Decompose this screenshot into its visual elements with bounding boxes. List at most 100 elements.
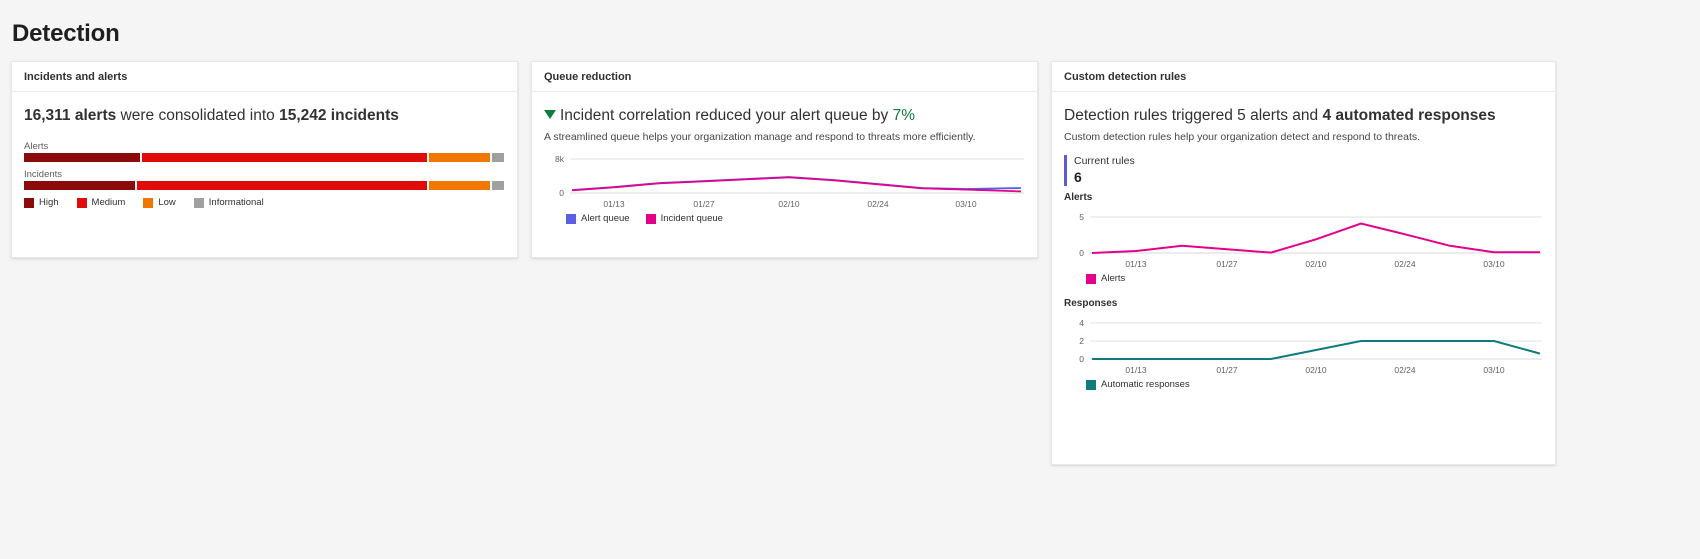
legend-label: Automatic responses [1101,379,1190,391]
chart-custom-rule-alerts[interactable]: 5 0 01/13 01/27 02/10 02/24 03/10 Alerts [1064,209,1543,284]
bar-segment-low[interactable] [428,153,491,163]
custom-rule-responses-svg[interactable]: 4 2 0 01/13 01/27 02/10 02/24 03/10 [1064,315,1542,377]
legend-swatch-alert-queue-icon [566,213,576,224]
card-header-queue-reduction: Queue reduction [532,62,1037,92]
chart-custom-rule-responses[interactable]: 4 2 0 01/13 01/27 02/10 02/24 03/10 [1064,315,1543,390]
x-tick-label: 02/24 [1394,365,1416,375]
legend-swatch-medium-icon [76,197,87,208]
legend-swatch-low-icon [143,197,154,208]
bar-segment-informational[interactable] [492,153,504,163]
legend-label: Informational [208,197,264,209]
legend-item-low[interactable]: Low [143,197,176,209]
legend-item-automatic-responses[interactable]: Automatic responses [1086,379,1190,390]
bar-segment-high[interactable] [24,153,141,163]
kpi-value: 6 [1074,168,1082,185]
severity-bar-group-alerts: Alerts [24,141,505,163]
bar-segment-informational[interactable] [492,181,504,191]
legend-swatch-automatic-responses-icon [1086,379,1096,390]
custom-rule-alerts-svg[interactable]: 5 0 01/13 01/27 02/10 02/24 03/10 [1064,209,1542,271]
queue-reduction-pct: 7% [892,107,915,124]
series-line-automatic-responses [1092,340,1541,361]
y-tick-0: 0 [1079,354,1084,364]
legend-swatch-incident-queue-icon [645,213,656,224]
x-tick-label: 02/24 [1394,259,1416,269]
alerts-count: 16,311 alerts [24,107,117,124]
legend-item-medium[interactable]: Medium [76,197,126,209]
card-body-custom-detection-rules: Detection rules triggered 5 alerts and 4… [1052,92,1555,390]
x-tick-label: 01/27 [693,199,715,209]
series-line-incident-queue [571,176,1022,193]
bar-segment-medium[interactable] [142,153,427,163]
bar-segment-high[interactable] [24,181,136,191]
severity-legend: High Medium Low Informational [24,197,505,208]
severity-bar-alerts[interactable] [24,153,504,163]
queue-chart-legend: Alert queue Incident queue [544,213,1025,224]
y-tick-4: 4 [1079,318,1084,328]
card-header-incidents-and-alerts: Incidents and alerts [12,62,517,92]
incidents-count: 15,242 incidents [279,107,399,124]
legend-swatch-informational-icon [193,197,204,208]
legend-label: Alert queue [581,213,630,225]
legend-item-alerts[interactable]: Alerts [1086,273,1125,284]
x-tick-label: 01/27 [1216,259,1238,269]
legend-label: Alerts [1101,273,1126,285]
bar-label-incidents: Incidents [24,169,63,181]
chart-queue-reduction[interactable]: 8k 0 01/13 01/27 02/10 02/24 03/10 [544,151,1025,224]
dashboard-cards-row: Incidents and alerts 16,311 alerts were … [0,48,1700,465]
x-tick-label: 02/24 [867,199,889,209]
section-label-responses: Responses [1064,298,1118,310]
kpi-label: Current rules [1074,155,1135,168]
legend-label: Medium [91,197,126,209]
incidents-headline: 16,311 alerts were consolidated into 15,… [24,106,505,125]
bar-segment-low[interactable] [428,181,491,191]
y-tick-5: 5 [1079,212,1084,222]
legend-item-alert-queue[interactable]: Alert queue [566,213,630,224]
x-tick-label: 03/10 [1483,259,1505,269]
rules-headline: Detection rules triggered 5 alerts and 4… [1064,106,1543,125]
x-tick-label: 01/13 [603,199,625,209]
series-line-alerts [1091,222,1540,255]
kpi-text: Current rules 6 [1074,155,1135,186]
legend-item-informational[interactable]: Informational [193,197,264,209]
bar-segment-medium[interactable] [137,181,427,191]
legend-swatch-alerts-icon [1086,273,1096,284]
y-tick-8k: 8k [555,154,565,164]
x-tick-label: 02/10 [778,199,800,209]
rules-subline: Custom detection rules help your organiz… [1064,131,1421,144]
severity-bar-incidents[interactable] [24,181,504,191]
kpi-accent-bar [1064,155,1067,187]
card-body-incidents-and-alerts: 16,311 alerts were consolidated into 15,… [12,92,517,208]
responses-chart-legend: Automatic responses [1064,379,1543,390]
card-header-custom-detection-rules: Custom detection rules [1052,62,1555,92]
x-tick-label: 03/10 [955,199,977,209]
bar-label-alerts: Alerts [24,141,49,153]
alerts-chart-legend: Alerts [1064,273,1543,284]
y-tick-2: 2 [1079,336,1084,346]
legend-item-high[interactable]: High [24,197,59,208]
legend-label: High [39,197,59,209]
rules-headline-bold: 4 automated responses [1322,107,1496,124]
card-queue-reduction: Queue reduction Incident correlation red… [531,61,1038,258]
x-tick-label: 01/13 [1125,259,1147,269]
kpi-current-rules[interactable]: Current rules 6 [1064,155,1543,187]
card-body-queue-reduction: Incident correlation reduced your alert … [532,92,1037,224]
legend-label: Incident queue [660,213,723,225]
legend-swatch-high-icon [24,197,34,208]
page-title: Detection [12,20,120,47]
legend-item-incident-queue[interactable]: Incident queue [645,213,723,225]
queue-reduction-svg[interactable]: 8k 0 01/13 01/27 02/10 02/24 03/10 [544,151,1024,211]
rules-headline-prefix: Detection rules triggered 5 alerts and [1064,107,1323,124]
y-tick-0: 0 [1079,248,1084,258]
queue-headline-prefix: Incident correlation reduced your alert … [560,107,893,124]
x-tick-label: 03/10 [1483,365,1505,375]
queue-subline: A streamlined queue helps your organizat… [544,131,976,144]
card-custom-detection-rules: Custom detection rules Detection rules t… [1051,61,1556,465]
x-tick-label: 02/10 [1305,365,1327,375]
trend-down-icon [544,110,556,120]
x-tick-label: 02/10 [1305,259,1327,269]
legend-label: Low [158,197,176,209]
x-tick-label: 01/27 [1216,365,1238,375]
card-incidents-and-alerts: Incidents and alerts 16,311 alerts were … [11,61,518,258]
series-line-alert-queue [571,176,1022,191]
queue-headline: Incident correlation reduced your alert … [544,106,1025,125]
